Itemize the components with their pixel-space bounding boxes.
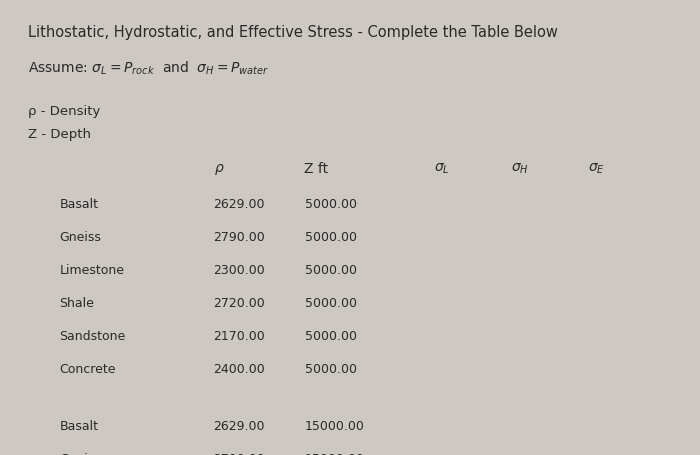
Text: 2400.00: 2400.00	[214, 362, 265, 375]
Text: 5000.00: 5000.00	[304, 329, 356, 342]
Text: Gneiss: Gneiss	[60, 452, 102, 455]
Text: Limestone: Limestone	[60, 263, 125, 277]
Text: Lithostatic, Hydrostatic, and Effective Stress - Complete the Table Below: Lithostatic, Hydrostatic, and Effective …	[28, 25, 558, 40]
Text: 15000.00: 15000.00	[304, 452, 365, 455]
Text: 5000.00: 5000.00	[304, 198, 356, 211]
Text: Basalt: Basalt	[60, 420, 99, 433]
Text: 2629.00: 2629.00	[214, 198, 265, 211]
Text: Z ft: Z ft	[304, 162, 328, 176]
Text: ρ - Density: ρ - Density	[28, 105, 100, 118]
Text: 2720.00: 2720.00	[214, 296, 265, 309]
Text: 5000.00: 5000.00	[304, 296, 356, 309]
Text: 2629.00: 2629.00	[214, 420, 265, 433]
Text: 15000.00: 15000.00	[304, 420, 365, 433]
Text: $\sigma_E$: $\sigma_E$	[588, 162, 605, 176]
Text: Sandstone: Sandstone	[60, 329, 126, 342]
Text: $\sigma_L$: $\sigma_L$	[434, 162, 449, 176]
Text: 5000.00: 5000.00	[304, 362, 356, 375]
Text: 2790.00: 2790.00	[214, 452, 265, 455]
Text: 5000.00: 5000.00	[304, 231, 356, 244]
Text: 2170.00: 2170.00	[214, 329, 265, 342]
Text: 2300.00: 2300.00	[214, 263, 265, 277]
Text: Shale: Shale	[60, 296, 94, 309]
Text: 2790.00: 2790.00	[214, 231, 265, 244]
Text: Concrete: Concrete	[60, 362, 116, 375]
Text: $\sigma_H$: $\sigma_H$	[511, 162, 529, 176]
Text: Z - Depth: Z - Depth	[28, 127, 91, 141]
Text: Basalt: Basalt	[60, 198, 99, 211]
Text: Assume: $\sigma_L = P_{rock}$  and  $\sigma_H = P_{water}$: Assume: $\sigma_L = P_{rock}$ and $\sigm…	[28, 59, 269, 76]
Text: $\rho$: $\rho$	[214, 162, 224, 177]
Text: Gneiss: Gneiss	[60, 231, 102, 244]
Text: 5000.00: 5000.00	[304, 263, 356, 277]
